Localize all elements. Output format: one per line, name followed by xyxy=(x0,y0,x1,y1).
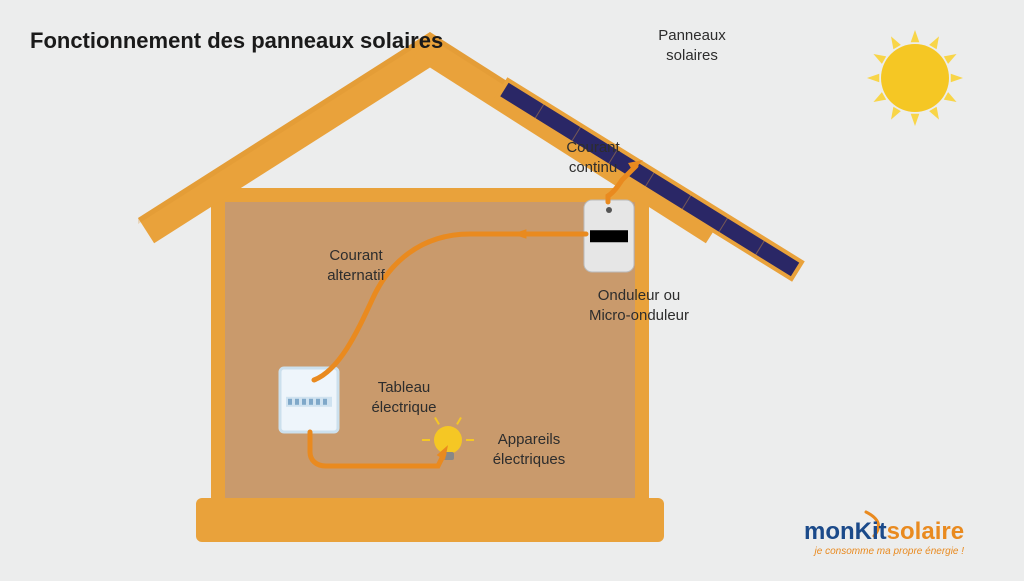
logo-part1: mon xyxy=(804,518,855,545)
label-inverter: Onduleur ouMicro-onduleur xyxy=(564,286,714,325)
label-panels: Panneauxsolaires xyxy=(632,26,752,65)
brand-logo: monKitsolaire je consomme ma propre éner… xyxy=(804,518,964,557)
logo-main: monKitsolaire xyxy=(804,518,964,546)
logo-tagline: je consomme ma propre énergie ! xyxy=(804,546,964,557)
label-dc: Courantcontinu xyxy=(548,138,638,177)
label-appliances: Appareilsélectriques xyxy=(474,430,584,469)
diagram-canvas xyxy=(0,0,1024,576)
logo-part3: solaire xyxy=(887,518,964,545)
label-panel-box: Tableauélectrique xyxy=(354,378,454,417)
label-ac: Courantalternatif xyxy=(306,246,406,285)
logo-part2: Kit xyxy=(855,518,887,545)
page-title: Fonctionnement des panneaux solaires xyxy=(30,28,443,54)
